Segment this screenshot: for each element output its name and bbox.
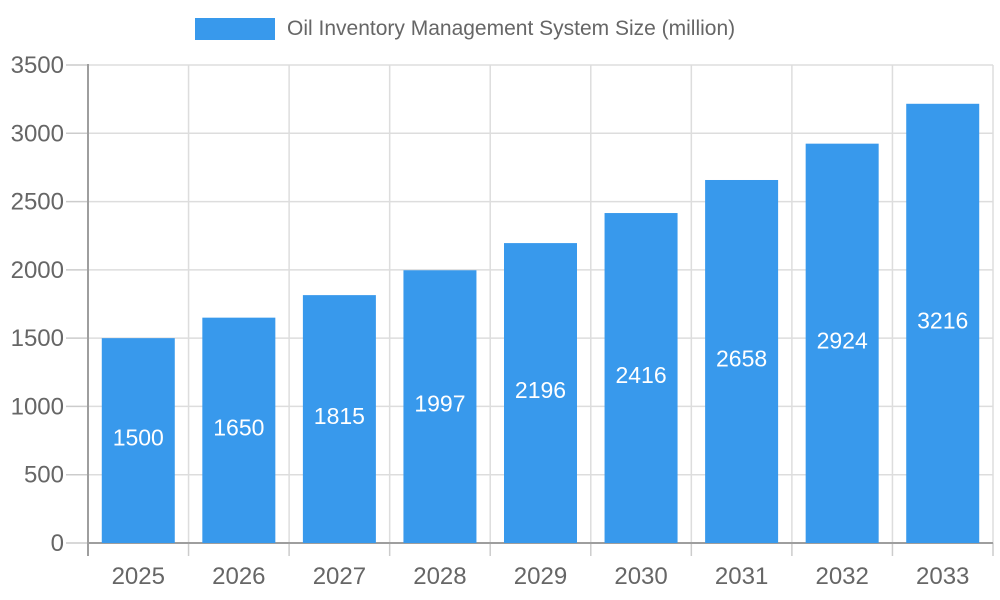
bar-2031	[705, 179, 779, 543]
x-tick-label-2030: 2030	[614, 563, 667, 590]
bar-value-label-2025: 1500	[113, 425, 164, 451]
bar-2029	[504, 243, 577, 543]
y-tick-label: 500	[24, 462, 64, 489]
bar-2028	[403, 270, 477, 543]
y-tick-label: 1500	[11, 325, 64, 352]
legend-label: Oil Inventory Management System Size (mi…	[287, 17, 736, 40]
x-tick-label-2032: 2032	[815, 563, 868, 590]
y-tick-label: 3500	[11, 52, 64, 79]
bar-2026	[202, 317, 276, 543]
bar-value-label-2028: 1997	[414, 391, 465, 417]
x-tick-label-2031: 2031	[715, 563, 768, 590]
y-tick-label: 2500	[11, 189, 64, 216]
x-tick-label-2029: 2029	[514, 563, 567, 590]
legend-swatch-icon	[195, 18, 275, 40]
legend[interactable]: Oil Inventory Management System Size (mi…	[195, 17, 735, 41]
y-tick-label: 3000	[11, 120, 64, 147]
y-tick-label: 2000	[11, 257, 64, 284]
x-tick-label-2028: 2028	[413, 563, 466, 590]
bar-2032	[805, 143, 879, 543]
bar-value-label-2030: 2416	[615, 362, 666, 388]
x-tick-label-2033: 2033	[916, 563, 969, 590]
bar-value-label-2029: 2196	[515, 377, 566, 403]
x-tick-label-2025: 2025	[112, 563, 165, 590]
bar-2030	[604, 213, 678, 543]
bar-value-label-2026: 1650	[213, 414, 264, 440]
bar-2027	[302, 295, 376, 543]
bar-value-label-2031: 2658	[716, 345, 767, 371]
x-tick-label-2027: 2027	[313, 563, 366, 590]
bar-2033	[906, 103, 980, 543]
bar-value-label-2027: 1815	[314, 403, 365, 429]
bar-2025	[101, 338, 175, 543]
bar-value-label-2033: 3216	[917, 307, 968, 333]
y-tick-label: 1000	[11, 393, 64, 420]
y-tick-label: 0	[51, 530, 64, 557]
bar-value-label-2032: 2924	[817, 327, 868, 353]
x-tick-label-2026: 2026	[212, 563, 265, 590]
